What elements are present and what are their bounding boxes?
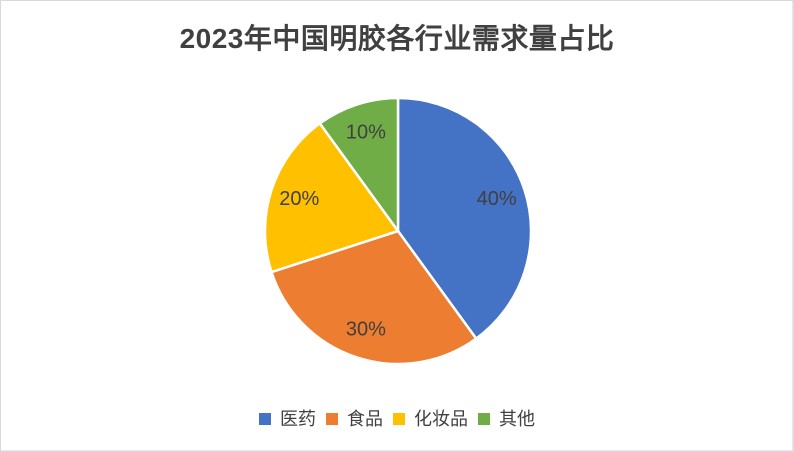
legend-item-化妆品: 化妆品 <box>393 407 468 431</box>
legend-marker-icon <box>326 413 338 425</box>
legend-label: 化妆品 <box>414 409 468 429</box>
legend-label: 医药 <box>280 409 316 429</box>
legend-label: 食品 <box>347 409 383 429</box>
legend-marker-icon <box>259 413 271 425</box>
legend-label: 其他 <box>499 409 535 429</box>
pie-slice-医药 <box>396 96 533 340</box>
chart-title: 2023年中国明胶各行业需求量占比 <box>179 23 615 54</box>
data-label-其他: 10% <box>346 121 386 143</box>
pie-slice-食品 <box>270 229 478 366</box>
legend-marker-icon <box>478 413 490 425</box>
data-label-食品: 30% <box>346 319 386 341</box>
chart-legend: 医药 食品 化妆品 其他 <box>1 407 793 431</box>
pie-slice-其他 <box>318 96 400 233</box>
pie-slice-化妆品 <box>263 122 400 274</box>
legend-marker-icon <box>393 413 405 425</box>
legend-item-食品: 食品 <box>326 407 383 431</box>
legend-item-医药: 医药 <box>259 407 316 431</box>
legend-item-其他: 其他 <box>478 407 535 431</box>
data-label-化妆品: 20% <box>279 188 319 210</box>
data-label-医药: 40% <box>477 188 517 210</box>
